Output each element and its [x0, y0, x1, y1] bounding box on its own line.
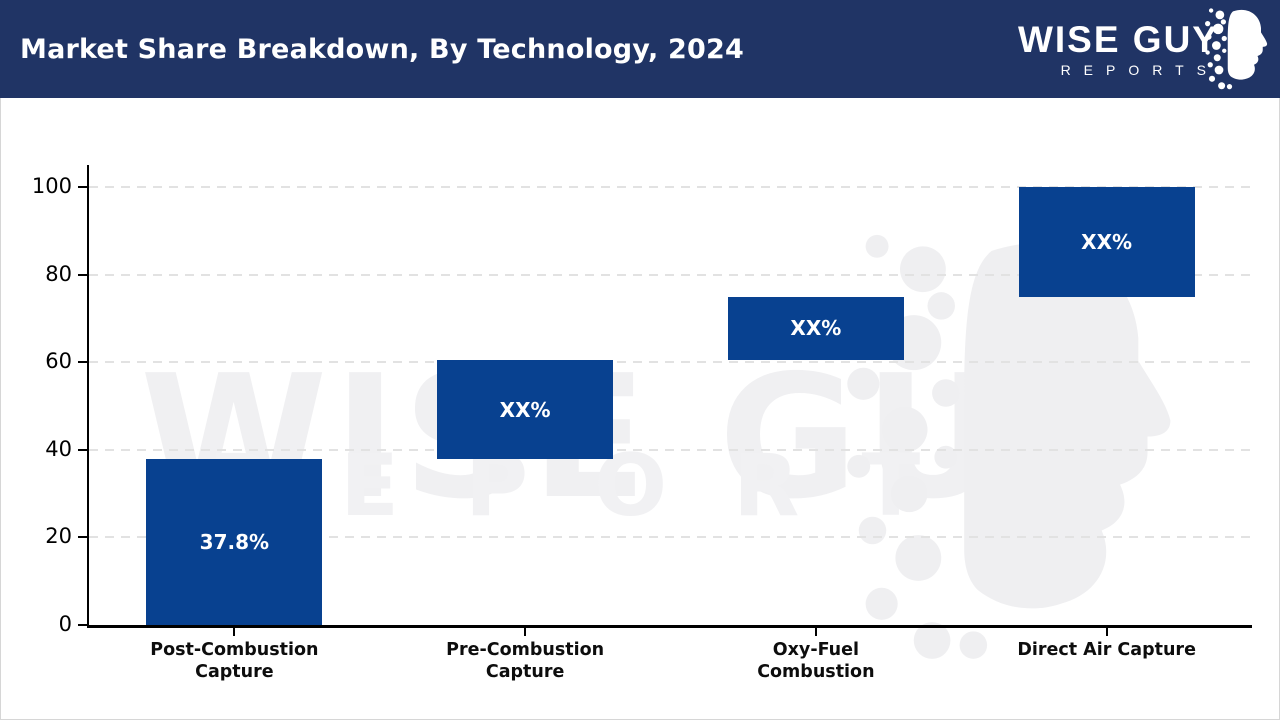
x-tick-4: [1105, 628, 1108, 636]
wise-guy-reports-logo: WISE GUY REPORTS: [1018, 5, 1280, 93]
gridline-80: [89, 273, 1252, 276]
y-tick-label-100: 100: [31, 174, 72, 198]
bar-1: 37.8%: [146, 459, 323, 625]
x-category-label-line: Direct Air Capture: [1017, 640, 1196, 660]
y-tick-label-0: 0: [58, 612, 72, 636]
y-tick-label-40: 40: [45, 436, 72, 461]
x-category-label-line: Combustion: [757, 661, 875, 682]
bar-4: XX%: [1018, 187, 1195, 297]
x-category-label-line: Capture: [485, 661, 565, 682]
y-tick-100: [78, 186, 87, 188]
bar-value-label-2: XX%: [499, 397, 551, 422]
y-tick-label-60: 60: [45, 349, 72, 374]
bar-value-label-4: XX%: [1081, 229, 1133, 254]
gridline-40: [89, 448, 1252, 451]
x-category-label-2: Pre-Combustion Capture: [385, 640, 665, 684]
x-category-label-line: Post-Combustion: [150, 640, 319, 660]
x-category-label-3: Oxy-Fuel Combustion: [676, 640, 956, 684]
bar-value-label-3: XX%: [790, 316, 842, 341]
y-tick-40: [78, 448, 87, 451]
bar-2: XX%: [437, 360, 614, 460]
logo-wiseguy-label: WISE GUY: [1017, 18, 1219, 60]
gridline-20: [89, 536, 1252, 539]
x-tick-1: [233, 628, 236, 636]
gridline-60: [89, 361, 1252, 364]
y-tick-20: [78, 536, 87, 539]
x-category-label-line: Capture: [195, 661, 274, 682]
x-axis-line: [87, 625, 1252, 628]
x-category-label-4: Direct Air Capture: [967, 640, 1247, 662]
page-title: Market Share Breakdown, By Technology, 2…: [20, 33, 745, 65]
logo-reports-label: REPORTS: [1060, 61, 1219, 78]
y-tick-60: [78, 361, 87, 364]
bar-3: XX%: [727, 296, 904, 360]
y-tick-label-80: 80: [45, 261, 72, 286]
bar-value-label-1: 37.8%: [199, 530, 270, 555]
y-axis-line: [87, 165, 89, 627]
x-tick-2: [524, 628, 527, 636]
y-tick-80: [78, 273, 87, 276]
x-tick-3: [814, 628, 817, 636]
x-category-label-line: Pre-Combustion: [446, 640, 605, 660]
header-bar: Market Share Breakdown, By Technology, 2…: [0, 0, 1280, 98]
y-tick-0: [78, 624, 87, 626]
gridline-100: [89, 186, 1252, 188]
x-category-label-line: Oxy-Fuel: [772, 640, 859, 660]
x-category-label-1: Post-Combustion Capture: [94, 640, 374, 684]
logo-text: WISE GUY REPORTS: [1018, 21, 1219, 78]
y-tick-label-20: 20: [45, 524, 72, 549]
